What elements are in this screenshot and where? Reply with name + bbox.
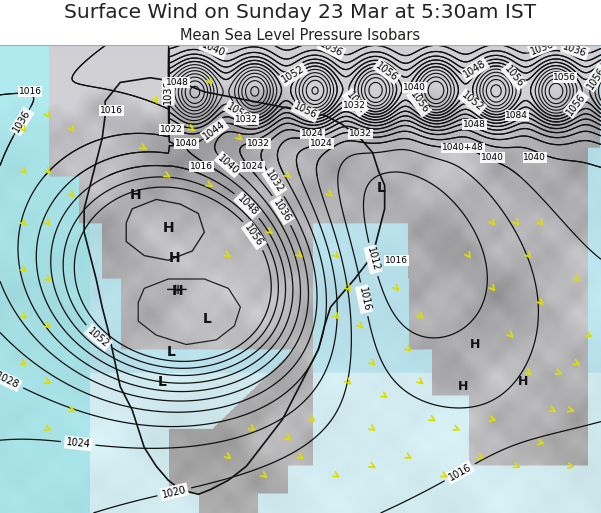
Text: 1032: 1032 [247, 139, 270, 148]
Text: 1048: 1048 [166, 78, 189, 87]
Text: 1036: 1036 [319, 38, 345, 58]
Text: 1056: 1056 [554, 73, 576, 82]
Text: L: L [377, 181, 386, 195]
Text: 1044: 1044 [201, 119, 227, 142]
Text: 1016: 1016 [100, 106, 123, 115]
Text: 1024: 1024 [241, 162, 264, 171]
Text: H: H [457, 380, 468, 393]
Text: H: H [469, 338, 480, 351]
Text: 1084: 1084 [505, 111, 528, 120]
Text: 1032: 1032 [343, 102, 366, 110]
Text: 1024: 1024 [310, 139, 333, 148]
Text: 1036: 1036 [11, 108, 32, 134]
Text: Mean Sea Level Pressure Isobars: Mean Sea Level Pressure Isobars [180, 28, 421, 43]
Text: 1032: 1032 [349, 129, 372, 139]
Text: 1040: 1040 [200, 40, 227, 58]
Text: 1016: 1016 [356, 286, 371, 312]
Text: H: H [129, 188, 141, 202]
Text: L: L [158, 375, 166, 389]
Text: 1056: 1056 [585, 65, 601, 91]
Text: 1048: 1048 [463, 120, 486, 129]
Text: 1052: 1052 [280, 64, 307, 85]
Text: 1056: 1056 [502, 64, 526, 89]
Text: 1040: 1040 [523, 153, 546, 162]
Text: 1016: 1016 [385, 256, 408, 265]
Text: 1032: 1032 [235, 115, 258, 124]
Text: 1040: 1040 [175, 139, 198, 148]
Text: 1052: 1052 [344, 90, 367, 115]
Text: 1040: 1040 [481, 153, 504, 162]
Text: 1048: 1048 [235, 193, 260, 218]
Text: 1040: 1040 [403, 83, 426, 92]
Text: 1028: 1028 [0, 370, 21, 390]
Text: H: H [517, 376, 528, 388]
Text: 1024: 1024 [66, 437, 91, 449]
Text: 1056: 1056 [564, 91, 587, 117]
Text: H: H [168, 251, 180, 265]
Text: 1022: 1022 [160, 125, 183, 134]
Text: 1032: 1032 [263, 169, 285, 195]
Text: 1056: 1056 [408, 90, 430, 115]
Text: 1056: 1056 [225, 101, 251, 123]
Text: ⊣⊢: ⊣⊢ [166, 284, 189, 297]
Text: H: H [171, 284, 183, 298]
Text: 1056: 1056 [374, 60, 400, 83]
Text: 1056: 1056 [243, 222, 265, 248]
Text: 1056: 1056 [292, 101, 319, 121]
Text: 1036: 1036 [163, 80, 173, 104]
Text: H: H [162, 221, 174, 234]
Text: 1040: 1040 [216, 153, 241, 176]
Text: 1052: 1052 [460, 90, 485, 113]
Text: 1012: 1012 [365, 246, 381, 273]
Text: 1036: 1036 [271, 198, 293, 223]
Text: 1016: 1016 [447, 462, 473, 483]
Text: 1036: 1036 [562, 41, 588, 58]
Text: 1016: 1016 [19, 87, 41, 96]
Text: L: L [167, 345, 175, 359]
Text: 1020: 1020 [161, 484, 188, 500]
Text: Surface Wind on Sunday 23 Mar at 5:30am IST: Surface Wind on Sunday 23 Mar at 5:30am … [64, 3, 537, 22]
Text: 1016: 1016 [190, 162, 213, 171]
Text: L: L [203, 312, 212, 326]
Text: 1036: 1036 [529, 38, 555, 56]
Text: 1052: 1052 [86, 326, 111, 349]
Text: 1048: 1048 [462, 58, 488, 80]
Text: 1040+48: 1040+48 [442, 144, 484, 152]
Text: 1024: 1024 [301, 129, 324, 139]
